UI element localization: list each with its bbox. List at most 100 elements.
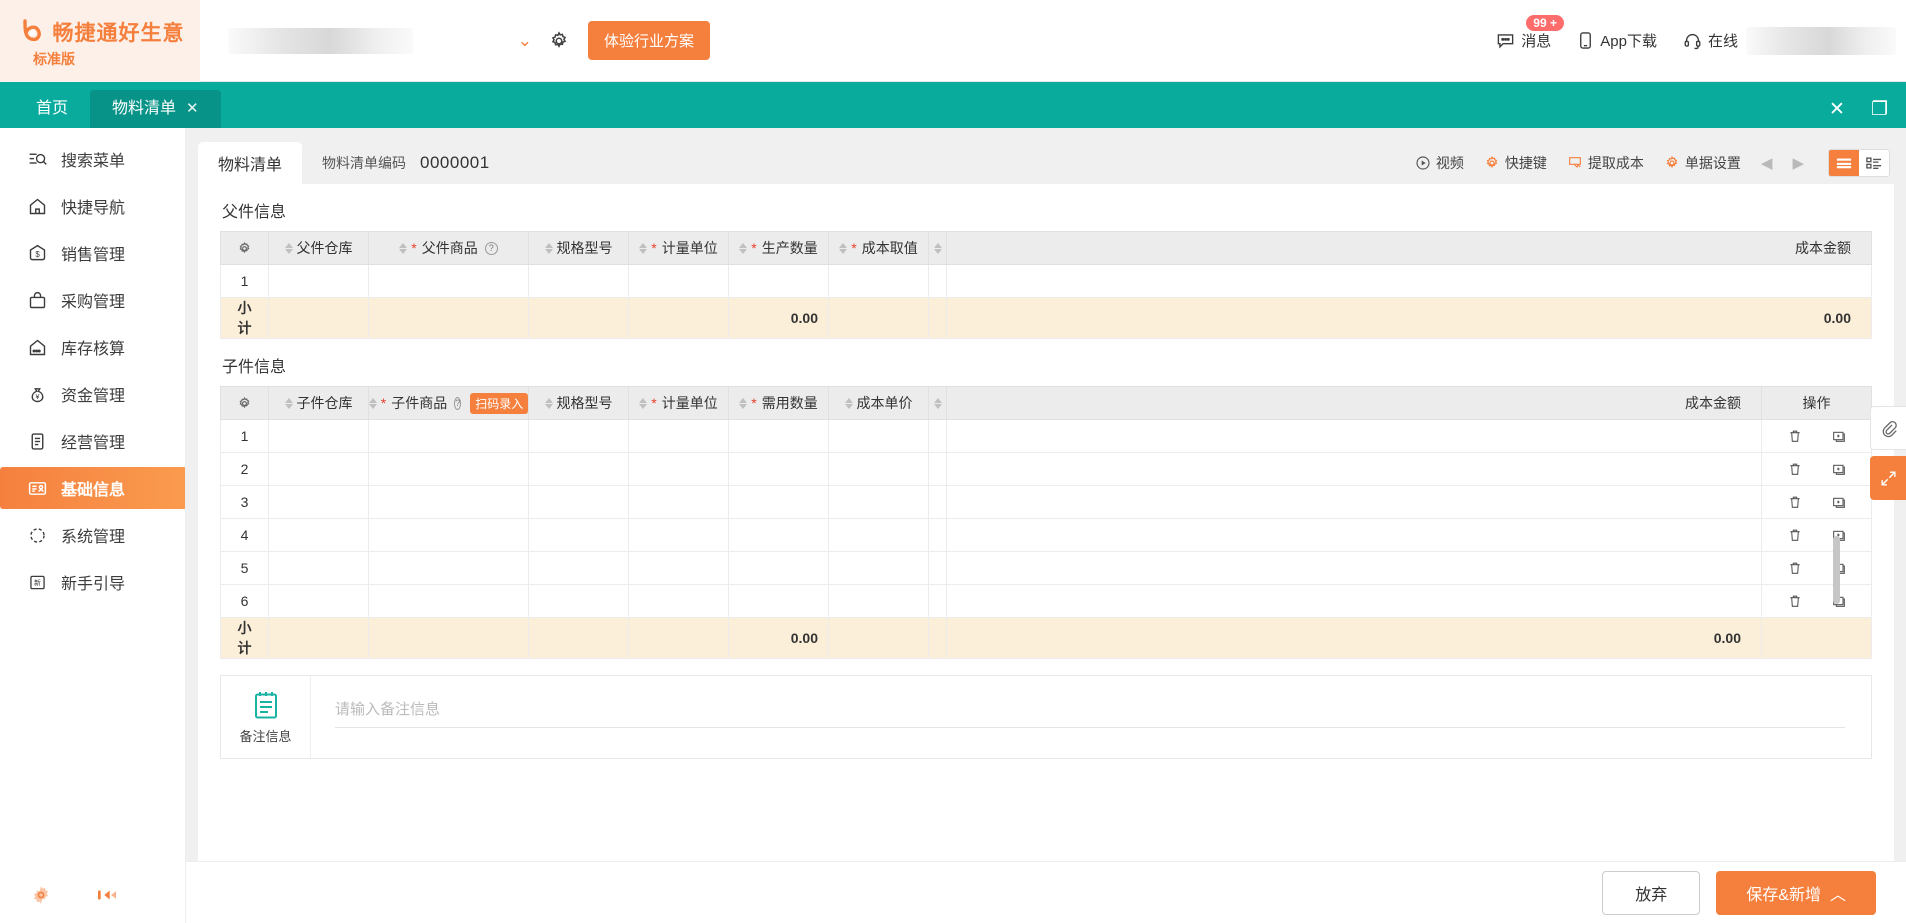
cell-spec[interactable] — [528, 419, 629, 453]
online-service-menu-item[interactable]: 在线 — [1683, 26, 1896, 55]
collapse-sidebar-icon[interactable] — [96, 886, 118, 904]
parent-col-blank[interactable] — [928, 231, 947, 265]
card-view-icon[interactable] — [1859, 150, 1889, 176]
cancel-button[interactable]: 放弃 — [1602, 870, 1701, 915]
cell-spec[interactable] — [528, 485, 629, 519]
delete-row-icon[interactable] — [1787, 494, 1803, 510]
caret-up-icon[interactable]: ︿ — [1829, 886, 1846, 904]
cell-unit[interactable] — [628, 264, 729, 298]
sidebar-item-funds[interactable]: ¥ 资金管理 — [0, 373, 185, 415]
cell-required-qty[interactable] — [728, 485, 829, 519]
tab-bom[interactable]: 物料清单 ✕ — [90, 90, 221, 128]
table-row[interactable]: 6 — [220, 584, 1872, 618]
cell-unit[interactable] — [628, 584, 729, 618]
sidebar-item-operations[interactable]: 经营管理 — [0, 420, 185, 462]
column-settings-gear-icon[interactable] — [220, 231, 269, 265]
cell-product[interactable] — [368, 264, 529, 298]
delete-row-icon[interactable] — [1787, 428, 1803, 444]
parent-col-product[interactable]: * 父件商品? — [368, 231, 529, 265]
gear-icon[interactable] — [548, 30, 570, 52]
cell-unit-cost[interactable] — [828, 452, 929, 486]
table-row[interactable]: 4 — [220, 518, 1872, 552]
table-row[interactable]: 5 — [220, 551, 1872, 585]
parent-col-cost-source[interactable]: * 成本取值 — [828, 231, 929, 265]
cell-unit[interactable] — [628, 419, 729, 453]
help-icon[interactable]: ? — [454, 396, 462, 410]
cell-product[interactable] — [368, 485, 529, 519]
child-col-blank[interactable] — [928, 386, 947, 420]
child-col-warehouse[interactable]: 子件仓库 — [268, 386, 369, 420]
cell-required-qty[interactable] — [728, 452, 829, 486]
cell-product[interactable] — [368, 452, 529, 486]
cell-required-qty[interactable] — [728, 518, 829, 552]
cell-warehouse[interactable] — [268, 584, 369, 618]
cell-unit-cost[interactable] — [828, 584, 929, 618]
table-row[interactable]: 3 — [220, 485, 1872, 519]
cell-unit-cost[interactable] — [828, 485, 929, 519]
sidebar-item-basic-info[interactable]: 基础信息 — [0, 467, 185, 509]
cell-cost-source[interactable] — [828, 264, 929, 298]
parent-col-qty[interactable]: * 生产数量 — [728, 231, 829, 265]
next-record-icon[interactable]: ▶ — [1792, 155, 1804, 172]
delete-row-icon[interactable] — [1787, 461, 1803, 477]
settings-gear-icon[interactable] — [30, 884, 52, 906]
parent-col-unit[interactable]: * 计量单位 — [628, 231, 729, 265]
cell-qty[interactable] — [728, 264, 829, 298]
cell-unit-cost[interactable] — [828, 518, 929, 552]
cell-product[interactable] — [368, 584, 529, 618]
cell-warehouse[interactable] — [268, 518, 369, 552]
cell-unit[interactable] — [628, 452, 729, 486]
cell-unit[interactable] — [628, 518, 729, 552]
cell-required-qty[interactable] — [728, 584, 829, 618]
cell-unit[interactable] — [628, 551, 729, 585]
prev-record-icon[interactable]: ◀ — [1760, 155, 1773, 172]
attachment-icon[interactable] — [1870, 406, 1906, 450]
table-row[interactable]: 1 — [220, 419, 1872, 453]
cell-spec[interactable] — [528, 264, 629, 298]
child-col-required-qty[interactable]: * 需用数量 — [728, 386, 829, 420]
list-view-icon[interactable] — [1829, 150, 1859, 176]
extract-cost-tool-button[interactable]: 提取成本 — [1567, 153, 1644, 173]
message-menu-item[interactable]: 消息 99 + — [1496, 15, 1564, 51]
form-tab-bom[interactable]: 物料清单 — [198, 142, 303, 184]
sidebar-item-system[interactable]: 系统管理 — [0, 514, 185, 556]
tab-home[interactable]: 首页 — [14, 90, 90, 128]
cell-cost-amount[interactable] — [946, 452, 1762, 486]
cell-spec[interactable] — [528, 518, 629, 552]
save-and-add-button[interactable]: 保存&新增 ︿ — [1716, 870, 1876, 915]
cell-spec[interactable] — [528, 584, 629, 618]
cell-spec[interactable] — [528, 551, 629, 585]
cell-required-qty[interactable] — [728, 419, 829, 453]
sidebar-item-inventory[interactable]: 库存核算 — [0, 326, 185, 368]
document-settings-tool-button[interactable]: 单据设置 — [1664, 153, 1741, 173]
cell-unit-cost[interactable] — [828, 551, 929, 585]
cell-spec[interactable] — [528, 452, 629, 486]
restore-window-icon[interactable]: ❐ — [1870, 98, 1888, 120]
fullscreen-icon[interactable] — [1870, 456, 1906, 500]
cell-warehouse[interactable] — [268, 452, 369, 486]
sidebar-item-guide[interactable]: 新 新手引导 — [0, 561, 185, 603]
cell-cost-amount[interactable] — [946, 584, 1762, 618]
help-icon[interactable]: ? — [484, 241, 498, 255]
cell-product[interactable] — [368, 518, 529, 552]
close-window-icon[interactable]: ✕ — [1829, 98, 1845, 120]
cell-cost-amount[interactable] — [946, 551, 1762, 585]
table-row[interactable]: 1 — [220, 264, 1872, 298]
cell-unit[interactable] — [628, 485, 729, 519]
cell-warehouse[interactable] — [268, 485, 369, 519]
remark-input[interactable]: 请输入备注信息 — [335, 698, 1845, 728]
copy-row-icon[interactable] — [1831, 494, 1847, 510]
delete-row-icon[interactable] — [1787, 593, 1803, 609]
shortcut-tool-button[interactable]: 快捷键 — [1484, 153, 1547, 173]
child-table-scrollbar[interactable] — [1833, 536, 1840, 604]
cell-unit-cost[interactable] — [828, 419, 929, 453]
scan-entry-badge[interactable]: 扫码录入 — [470, 392, 529, 414]
close-icon[interactable]: ✕ — [186, 100, 199, 117]
cell-cost-amount[interactable] — [946, 518, 1762, 552]
video-tool-button[interactable]: 视频 — [1415, 153, 1464, 173]
column-settings-gear-icon[interactable] — [220, 386, 269, 420]
experience-industry-solution-button[interactable]: 体验行业方案 — [588, 21, 711, 60]
cell-required-qty[interactable] — [728, 551, 829, 585]
cell-product[interactable] — [368, 419, 529, 453]
delete-row-icon[interactable] — [1787, 560, 1803, 576]
